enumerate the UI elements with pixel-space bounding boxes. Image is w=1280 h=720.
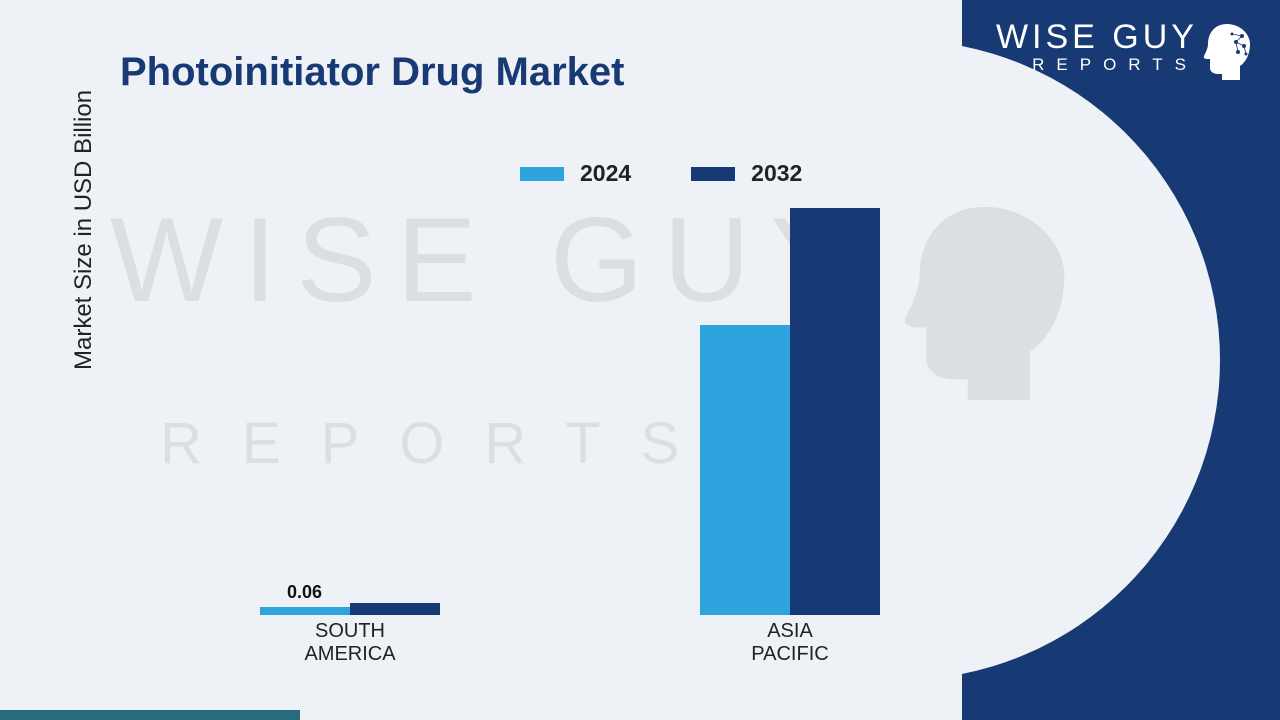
legend-label-2032: 2032 [751,160,802,187]
y-axis-label: Market Size in USD Billion [70,90,98,370]
bar-value-label: 0.06 [287,582,322,603]
chart-area: 0.06 [100,200,930,615]
legend-item-2032: 2032 [691,160,802,187]
bar-group [700,208,880,615]
bar [260,607,350,615]
legend-swatch-2032 [691,167,735,181]
legend-swatch-2024 [520,167,564,181]
brand-line2: REPORTS [996,56,1198,73]
legend-item-2024: 2024 [520,160,631,187]
x-axis-label: SOUTH AMERICA [304,620,395,666]
bottom-accent-bar [0,710,300,720]
chart-title: Photoinitiator Drug Market [120,50,624,95]
brand-logo: WISE GUY REPORTS [996,20,1252,73]
bar-group [260,603,440,615]
head-icon [1202,22,1252,80]
x-axis-label: ASIA PACIFIC [751,620,828,666]
bar [350,603,440,615]
bar [700,325,790,616]
legend-label-2024: 2024 [580,160,631,187]
legend: 2024 2032 [520,160,802,187]
bar [790,208,880,615]
plot-area: 0.06 [100,200,930,615]
